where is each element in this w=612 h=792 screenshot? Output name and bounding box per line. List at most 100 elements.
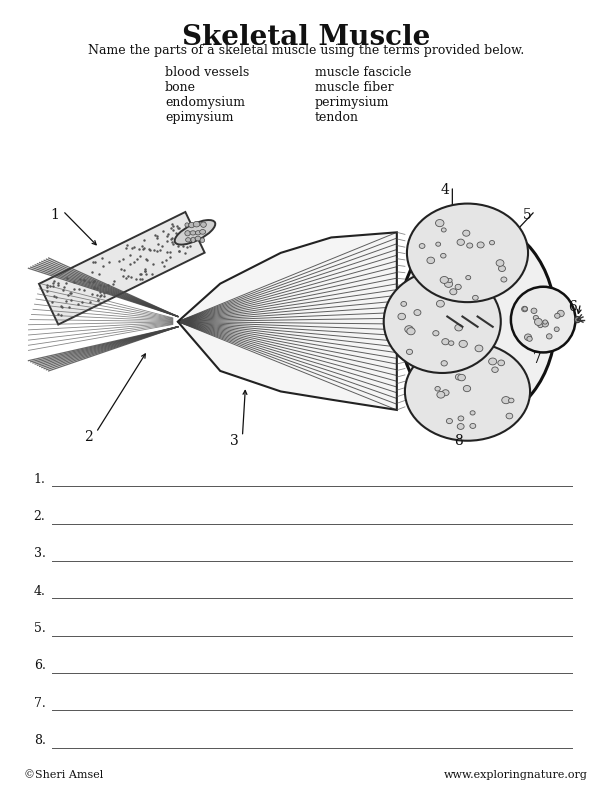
Text: 6: 6 [569, 300, 577, 314]
Text: 4: 4 [440, 183, 449, 197]
Ellipse shape [459, 341, 468, 348]
Ellipse shape [488, 358, 497, 365]
Text: 8: 8 [454, 434, 463, 447]
Ellipse shape [534, 318, 542, 326]
Ellipse shape [405, 342, 530, 440]
Text: muscle fiber: muscle fiber [315, 81, 394, 94]
Polygon shape [178, 232, 397, 410]
Ellipse shape [496, 260, 504, 266]
Text: perimysium: perimysium [315, 96, 389, 109]
Text: endomysium: endomysium [165, 96, 245, 109]
Ellipse shape [195, 230, 201, 235]
Text: 6.: 6. [34, 660, 45, 672]
Ellipse shape [185, 238, 191, 242]
Text: tendon: tendon [315, 111, 359, 124]
Ellipse shape [406, 349, 412, 355]
Ellipse shape [188, 223, 195, 228]
Ellipse shape [498, 360, 505, 366]
Text: 1: 1 [51, 208, 59, 222]
Text: 2.: 2. [34, 510, 45, 523]
Ellipse shape [405, 326, 413, 333]
Ellipse shape [174, 220, 215, 245]
Ellipse shape [542, 321, 548, 327]
Ellipse shape [506, 413, 513, 419]
Ellipse shape [492, 367, 498, 372]
Ellipse shape [384, 270, 501, 373]
Ellipse shape [501, 277, 507, 282]
Ellipse shape [455, 284, 461, 290]
Ellipse shape [191, 238, 195, 242]
Ellipse shape [419, 244, 425, 249]
Ellipse shape [458, 375, 466, 381]
Ellipse shape [200, 230, 206, 234]
Ellipse shape [554, 327, 559, 332]
Text: 1.: 1. [34, 473, 45, 485]
Text: epimysium: epimysium [165, 111, 234, 124]
Ellipse shape [502, 397, 510, 404]
Ellipse shape [524, 334, 532, 341]
Ellipse shape [470, 424, 476, 428]
Text: www.exploringnature.org: www.exploringnature.org [444, 770, 588, 780]
Ellipse shape [442, 339, 449, 345]
Ellipse shape [554, 314, 560, 318]
Ellipse shape [533, 315, 539, 320]
Ellipse shape [527, 337, 532, 341]
Ellipse shape [400, 222, 556, 421]
Text: Name the parts of a skeletal muscle using the terms provided below.: Name the parts of a skeletal muscle usin… [88, 44, 524, 57]
Ellipse shape [436, 219, 444, 227]
Ellipse shape [433, 330, 439, 336]
Ellipse shape [407, 204, 528, 302]
Text: bone: bone [165, 81, 196, 94]
Ellipse shape [442, 390, 449, 396]
Ellipse shape [446, 418, 452, 424]
Ellipse shape [401, 302, 406, 307]
Ellipse shape [436, 242, 441, 246]
Ellipse shape [538, 323, 543, 328]
Ellipse shape [458, 416, 464, 421]
Ellipse shape [450, 289, 457, 295]
Ellipse shape [440, 276, 449, 284]
Ellipse shape [441, 253, 446, 258]
Text: 5.: 5. [34, 622, 45, 635]
Ellipse shape [523, 307, 528, 311]
Ellipse shape [466, 276, 471, 280]
Ellipse shape [193, 222, 200, 227]
Ellipse shape [521, 307, 528, 312]
Text: blood vessels: blood vessels [165, 66, 249, 79]
Text: 5: 5 [523, 208, 532, 222]
Ellipse shape [444, 280, 453, 287]
Ellipse shape [463, 386, 471, 392]
Ellipse shape [543, 320, 547, 324]
Ellipse shape [185, 223, 189, 227]
Ellipse shape [472, 295, 478, 300]
Text: 7: 7 [533, 352, 542, 366]
Ellipse shape [470, 411, 475, 415]
Ellipse shape [509, 398, 514, 403]
Text: 3: 3 [230, 434, 239, 447]
Ellipse shape [414, 310, 421, 315]
Text: 3.: 3. [34, 547, 45, 560]
Ellipse shape [531, 308, 537, 314]
Ellipse shape [467, 243, 472, 248]
Text: ©Sheri Amsel: ©Sheri Amsel [24, 770, 103, 780]
Ellipse shape [558, 310, 564, 317]
Polygon shape [39, 212, 204, 325]
Text: Skeletal Muscle: Skeletal Muscle [182, 24, 430, 51]
Ellipse shape [463, 230, 470, 236]
Ellipse shape [398, 314, 406, 320]
Ellipse shape [441, 228, 446, 232]
Ellipse shape [447, 278, 452, 283]
Text: 2: 2 [84, 430, 92, 444]
Ellipse shape [201, 222, 206, 227]
Ellipse shape [475, 345, 483, 352]
Ellipse shape [547, 333, 552, 339]
Ellipse shape [490, 241, 494, 245]
Ellipse shape [449, 341, 454, 345]
Ellipse shape [477, 242, 484, 248]
Ellipse shape [195, 236, 201, 241]
Ellipse shape [457, 239, 465, 246]
Circle shape [575, 317, 581, 322]
Text: muscle fascicle: muscle fascicle [315, 66, 411, 79]
Text: 8.: 8. [34, 734, 45, 747]
Ellipse shape [437, 391, 445, 398]
